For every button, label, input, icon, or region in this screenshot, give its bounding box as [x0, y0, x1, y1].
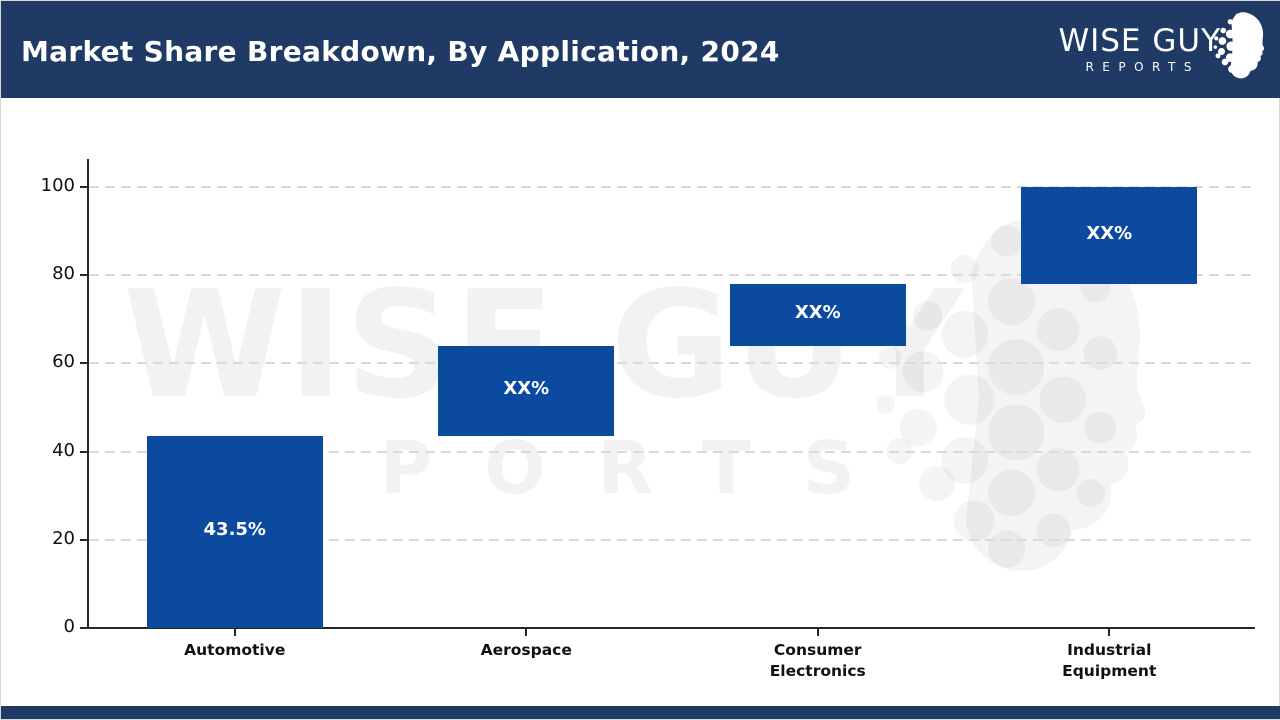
bar-automotive: [146, 436, 323, 628]
bar-consumer-electronics: [729, 284, 906, 346]
y-tick-40: [80, 450, 88, 453]
bar-value-label: 43.5%: [203, 519, 266, 541]
y-tick-label-100: 100: [40, 175, 75, 197]
x-tick-1: [525, 628, 528, 636]
y-tick-label-60: 60: [52, 351, 75, 373]
brand-logo: WISE GUY REPORTS: [1058, 9, 1267, 87]
x-category-label: Consumer Electronics: [698, 640, 938, 682]
gridline-40: [89, 450, 1255, 453]
y-tick-label-80: 80: [52, 263, 75, 285]
gridline-20: [89, 538, 1255, 541]
x-category-label: Industrial Equipment: [989, 640, 1229, 682]
header-bar: Market Share Breakdown, By Application, …: [1, 1, 1280, 98]
y-tick-60: [80, 362, 88, 365]
x-category-label-line: Aerospace: [480, 641, 572, 659]
brand-head-icon: [1211, 9, 1267, 87]
brand-logo-name: WISE GUY: [1058, 22, 1221, 59]
y-tick-label-40: 40: [52, 439, 75, 461]
y-tick-0: [80, 627, 88, 629]
x-category-label: Aerospace: [406, 640, 646, 661]
x-tick-0: [233, 628, 236, 636]
gridline-100: [89, 186, 1255, 189]
y-tick-100: [80, 186, 88, 189]
x-tick-2: [816, 628, 819, 636]
x-tick-3: [1108, 628, 1111, 636]
x-category-label: Automotive: [115, 640, 355, 661]
y-tick-80: [80, 274, 88, 277]
x-category-label-line: Automotive: [184, 641, 286, 659]
bar-value-label: XX%: [794, 301, 841, 323]
y-tick-label-0: 0: [63, 616, 75, 637]
x-category-label-line: Equipment: [1062, 662, 1157, 680]
x-category-label-line: Industrial: [1067, 641, 1152, 659]
gridline-60: [89, 362, 1255, 365]
bar-value-label: XX%: [503, 377, 550, 399]
bar-aerospace: [438, 345, 615, 437]
x-axis-line: [87, 627, 1255, 629]
x-category-label-line: Electronics: [769, 662, 866, 680]
y-tick-label-20: 20: [52, 527, 75, 549]
x-category-label-line: Consumer: [773, 641, 862, 659]
y-axis-line: [87, 159, 89, 629]
chart-title: Market Share Breakdown, By Application, …: [21, 35, 780, 68]
gridline-80: [89, 274, 1255, 277]
bar-industrial-equipment: [1021, 187, 1198, 285]
y-tick-20: [80, 538, 88, 541]
brand-logo-subtitle: REPORTS: [1085, 59, 1200, 74]
footer-bar: [1, 706, 1280, 719]
bar-value-label: XX%: [1086, 222, 1133, 244]
